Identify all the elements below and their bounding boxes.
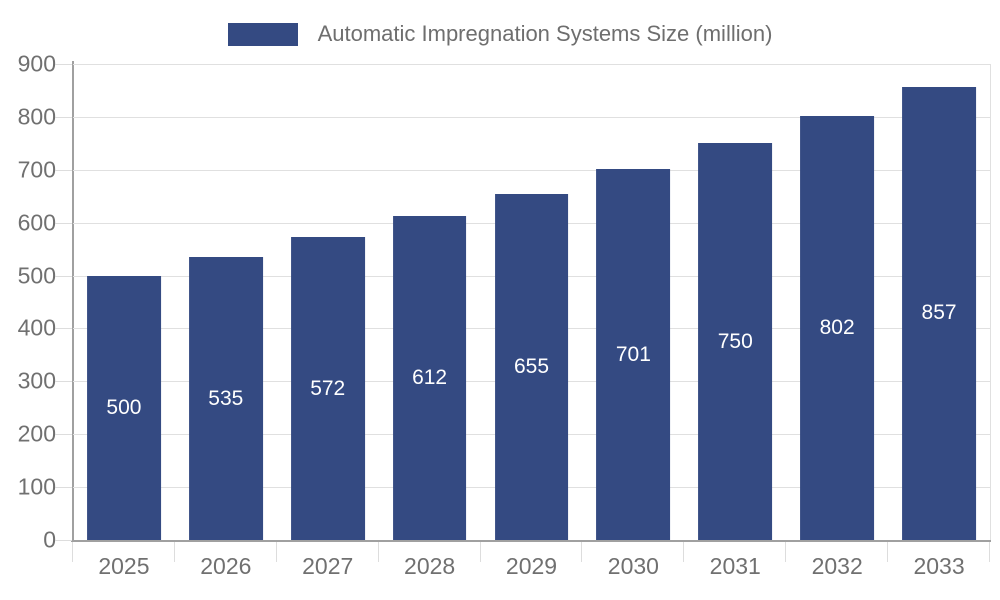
- x-axis-tick-label: 2029: [505, 553, 558, 579]
- y-axis-tick-label: 600: [17, 209, 56, 236]
- legend-label: Automatic Impregnation Systems Size (mil…: [317, 21, 773, 46]
- bar-value-label: 750: [717, 329, 753, 353]
- x-axis-tick-label: 2031: [709, 553, 761, 579]
- bar[interactable]: 750: [698, 143, 773, 540]
- y-axis-tick-label: 700: [17, 156, 56, 183]
- y-axis-tick: [55, 540, 72, 541]
- y-axis-tick: [55, 487, 72, 489]
- bar[interactable]: 500: [87, 275, 161, 540]
- y-axis-tick: [55, 222, 72, 224]
- y-axis-tick-label: 0: [43, 526, 56, 553]
- bar[interactable]: 612: [392, 216, 467, 540]
- bar-value-label: 857: [921, 301, 957, 325]
- bar[interactable]: 535: [188, 257, 263, 540]
- y-axis-tick-label: 300: [17, 367, 56, 394]
- bar[interactable]: 802: [800, 115, 875, 540]
- y-axis-tick: [55, 381, 72, 383]
- y-axis-tick-label: 900: [17, 50, 56, 77]
- y-axis-tick: [55, 275, 72, 277]
- y-axis-tick: [55, 434, 72, 436]
- gridline: [73, 169, 990, 171]
- y-axis-tick: [55, 116, 72, 118]
- legend-swatch: [227, 22, 298, 46]
- bar[interactable]: 655: [494, 193, 569, 540]
- gridline: [73, 116, 990, 118]
- bar[interactable]: 701: [596, 169, 671, 540]
- x-axis-tick-label: 2025: [98, 553, 150, 579]
- y-axis-tick-label: 400: [17, 314, 56, 341]
- x-axis-line: [71, 540, 991, 542]
- bar-value-label: 500: [106, 395, 142, 419]
- x-axis-tick: [989, 542, 990, 562]
- y-axis-line: [72, 61, 74, 540]
- plot-area: 500 535 572 612 655 701 750 802 857: [55, 61, 991, 562]
- bar-value-label: 701: [615, 342, 651, 366]
- bar-value-label: 802: [819, 315, 855, 339]
- x-axis-tick: [72, 542, 73, 562]
- y-axis-tick: [55, 64, 72, 65]
- bar[interactable]: 857: [902, 86, 976, 540]
- x-axis-tick-label: 2030: [607, 553, 659, 579]
- bar-value-label: 612: [412, 366, 448, 390]
- y-axis-tick-label: 100: [17, 473, 56, 500]
- x-axis-tick-label: 2026: [200, 553, 252, 579]
- chart-legend[interactable]: Automatic Impregnation Systems Size (mil…: [0, 21, 1000, 47]
- y-axis: 0 100 200 300 400 500 600 700 800 900: [0, 51, 56, 553]
- bar-value-label: 655: [513, 354, 550, 378]
- bar-value-label: 535: [208, 386, 244, 410]
- x-axis: 2025 2026 2027 2028 2029 2030 2031 2032 2033: [73, 553, 990, 583]
- x-axis-tick-label: 2032: [811, 553, 863, 579]
- x-axis-tick: [479, 542, 481, 562]
- x-axis-tick: [581, 542, 583, 562]
- y-axis-tick-label: 200: [17, 420, 56, 447]
- x-axis-tick: [683, 542, 685, 562]
- x-axis-tick-label: 2027: [302, 553, 354, 579]
- bar-value-label: 572: [310, 376, 346, 400]
- x-axis-tick: [887, 542, 889, 562]
- y-axis-tick-label: 800: [17, 103, 56, 130]
- x-axis-tick: [173, 542, 175, 562]
- x-axis-tick-label: 2028: [404, 553, 456, 579]
- gridline: [73, 64, 990, 65]
- bar[interactable]: 572: [290, 237, 365, 540]
- x-axis-tick: [377, 542, 379, 562]
- x-axis-tick: [785, 542, 787, 562]
- x-axis-tick-label: 2033: [913, 553, 965, 579]
- y-axis-tick: [55, 328, 72, 330]
- x-axis-tick: [275, 542, 277, 562]
- y-axis-tick-label: 500: [17, 262, 56, 289]
- y-axis-tick: [55, 169, 72, 171]
